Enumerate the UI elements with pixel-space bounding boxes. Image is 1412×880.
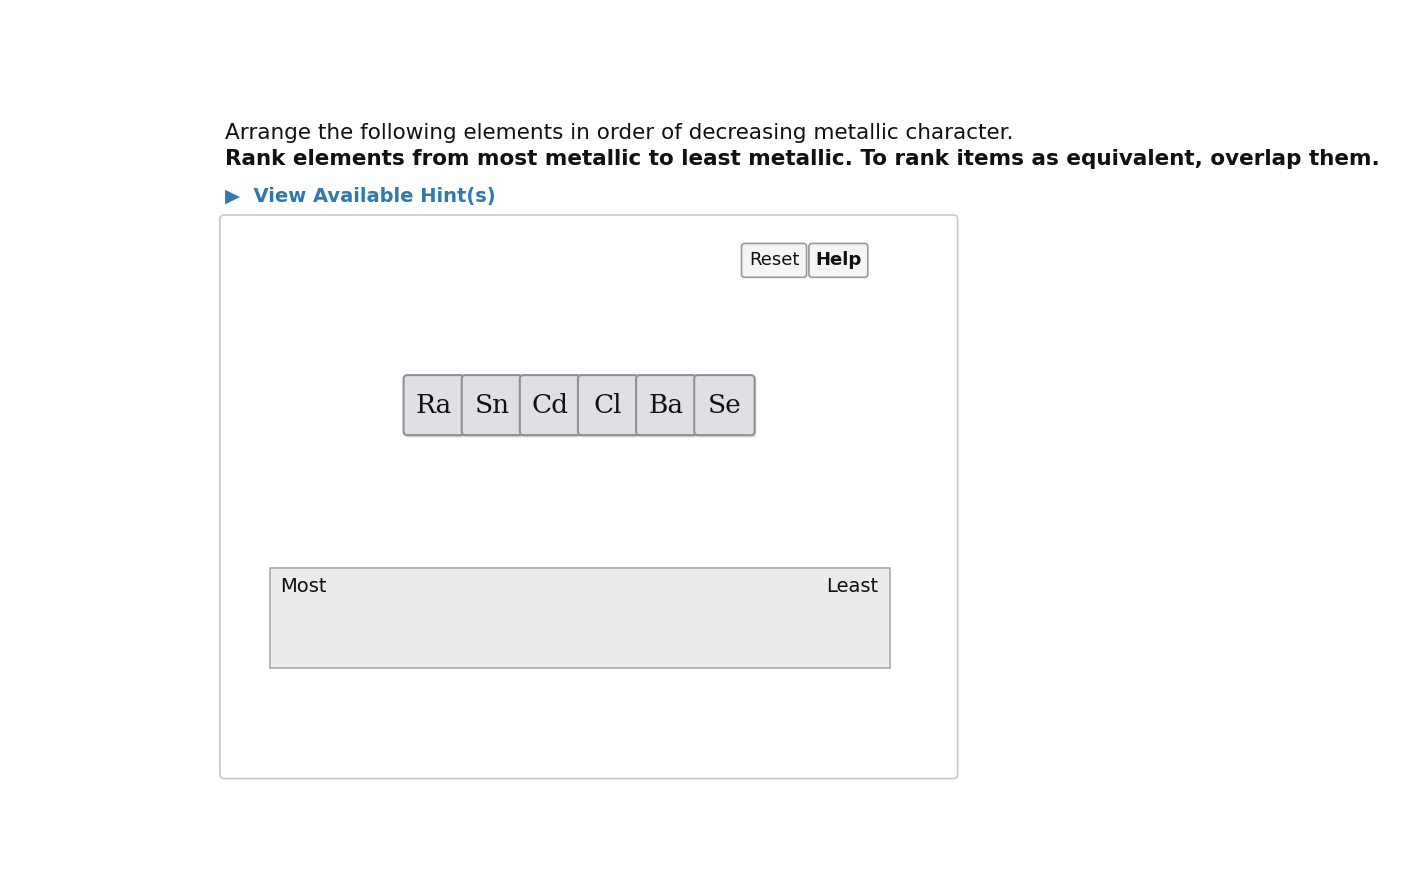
Text: Cl: Cl: [594, 392, 623, 418]
FancyBboxPatch shape: [463, 378, 524, 437]
FancyBboxPatch shape: [809, 244, 868, 277]
FancyBboxPatch shape: [741, 244, 806, 277]
FancyBboxPatch shape: [695, 375, 754, 435]
FancyBboxPatch shape: [405, 378, 466, 437]
FancyBboxPatch shape: [404, 375, 465, 435]
Text: Ba: Ba: [648, 392, 683, 418]
FancyBboxPatch shape: [462, 375, 522, 435]
FancyBboxPatch shape: [638, 378, 698, 437]
Text: Se: Se: [707, 392, 741, 418]
FancyBboxPatch shape: [635, 375, 696, 435]
FancyBboxPatch shape: [270, 568, 890, 668]
Text: Arrange the following elements in order of decreasing metallic character.: Arrange the following elements in order …: [225, 122, 1012, 143]
Text: Ra: Ra: [415, 392, 452, 418]
FancyBboxPatch shape: [578, 375, 638, 435]
FancyBboxPatch shape: [521, 378, 582, 437]
Text: Most: Most: [281, 577, 326, 596]
FancyBboxPatch shape: [579, 378, 640, 437]
Text: ▶  View Available Hint(s): ▶ View Available Hint(s): [225, 187, 496, 206]
FancyBboxPatch shape: [520, 375, 580, 435]
Text: Reset: Reset: [748, 252, 799, 269]
Text: Rank elements from most metallic to least metallic. To rank items as equivalent,: Rank elements from most metallic to leas…: [225, 149, 1380, 169]
FancyBboxPatch shape: [696, 378, 757, 437]
FancyBboxPatch shape: [220, 215, 957, 779]
Text: Least: Least: [826, 577, 878, 596]
Text: Sn: Sn: [474, 392, 510, 418]
Text: Help: Help: [815, 252, 861, 269]
Text: Cd: Cd: [531, 392, 569, 418]
